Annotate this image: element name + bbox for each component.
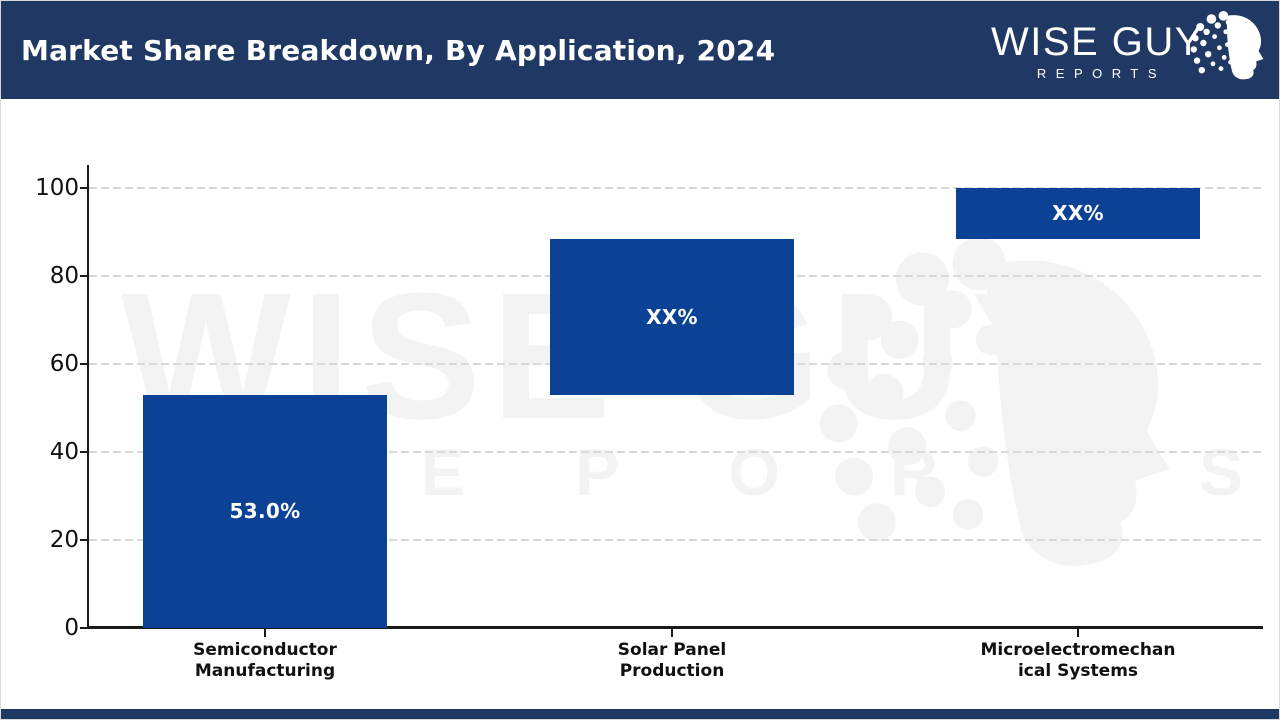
y-tick-label-40: 40: [49, 439, 79, 465]
gridline-100: [89, 187, 1263, 189]
dotted-head-icon: [1190, 11, 1264, 80]
footer-band: [1, 709, 1279, 719]
y-tick-mark-80: [80, 275, 88, 277]
page-title: Market Share Breakdown, By Application, …: [21, 33, 776, 67]
y-axis-line: [87, 165, 89, 629]
gridline-20: [89, 539, 1263, 541]
header-band: Market Share Breakdown, By Application, …: [1, 1, 1279, 99]
y-tick-label-100: 100: [35, 175, 79, 201]
logo-wordmark: WISE GUY REPORTS: [991, 22, 1203, 81]
y-tick-mark-40: [80, 451, 88, 453]
y-tick-label-80: 80: [49, 263, 79, 289]
bar-value-label-semiconductor-manufacturing: 53.0%: [229, 499, 301, 524]
bar-microelectromechanical-systems: XX%: [956, 188, 1200, 239]
y-tick-mark-0: [80, 627, 88, 629]
x-axis-label-solar-panel-production: Solar Panel Production: [527, 640, 817, 682]
bar-solar-panel-production: XX%: [550, 238, 794, 395]
bar-value-label-microelectromechanical-systems: XX%: [1052, 201, 1104, 226]
y-tick-mark-60: [80, 363, 88, 365]
gridline-40: [89, 451, 1263, 453]
y-tick-label-20: 20: [49, 527, 79, 553]
wise-guy-reports-logo: WISE GUY REPORTS: [991, 8, 1269, 94]
x-tick-mark-semiconductor-manufacturing: [264, 629, 266, 637]
x-axis-label-line: Microelectromechan: [980, 640, 1176, 660]
x-axis-label-semiconductor-manufacturing: Semiconductor Manufacturing: [120, 640, 410, 682]
x-axis-label-line: Solar Panel: [617, 640, 727, 660]
x-axis-label-line: Semiconductor: [193, 640, 337, 660]
bar-value-label-solar-panel-production: XX%: [646, 304, 698, 329]
x-axis-label-microelectromechanical-systems: Microelectromechan ical Systems: [933, 640, 1223, 682]
x-axis-line: [87, 626, 1263, 629]
y-tick-mark-20: [80, 539, 88, 541]
x-axis-label-line: Manufacturing: [194, 661, 336, 681]
x-tick-mark-microelectromechanical-systems: [1077, 629, 1079, 637]
logo-reports-text: REPORTS: [1036, 65, 1167, 81]
watermark-head-graphic: [819, 237, 1170, 566]
logo-wise-guy-text: WISE GUY: [990, 19, 1203, 64]
y-tick-label-60: 60: [49, 351, 79, 377]
x-axis-label-line: Production: [619, 661, 725, 681]
bar-semiconductor-manufacturing: 53.0%: [143, 394, 387, 628]
x-tick-mark-solar-panel-production: [671, 629, 673, 637]
y-tick-mark-100: [80, 187, 88, 189]
y-tick-label-0: 0: [64, 615, 79, 641]
x-axis-label-line: ical Systems: [1017, 661, 1139, 681]
